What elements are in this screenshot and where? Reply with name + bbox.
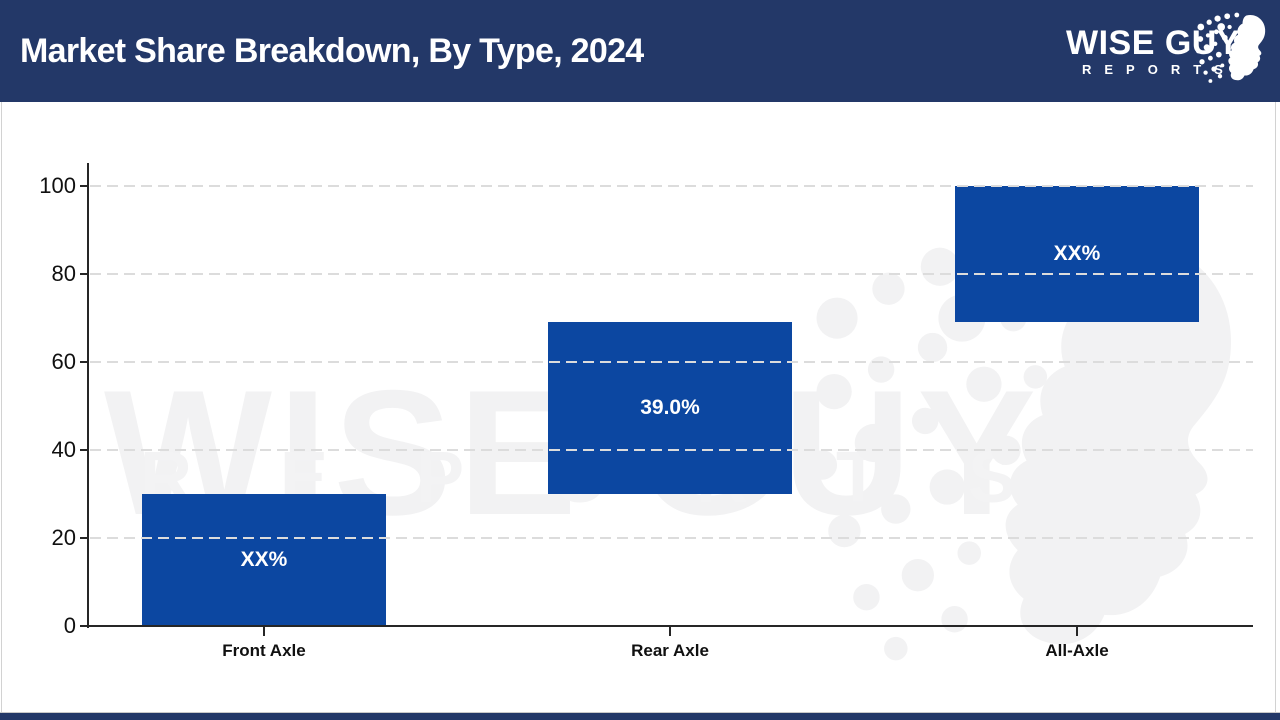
x-label-all-axle: All-Axle <box>1045 641 1109 660</box>
header-bar: Market Share Breakdown, By Type, 2024 WI… <box>0 0 1280 102</box>
logo-face-icon <box>1196 12 1266 83</box>
x-tick-all-axle <box>1076 627 1078 636</box>
x-tick-rear-axle <box>669 627 671 636</box>
card-border-right <box>1275 102 1276 714</box>
bar-front-axle <box>142 494 386 626</box>
y-tick-label-40: 40 <box>51 437 76 462</box>
gridline-20 <box>90 537 1253 539</box>
y-tick-40 <box>80 449 88 451</box>
bar-all-axle <box>955 186 1199 323</box>
bar-label-rear-axle: 39.0% <box>640 396 700 420</box>
gridline-40 <box>90 449 1253 451</box>
y-tick-0 <box>80 625 88 627</box>
y-tick-label-80: 80 <box>51 261 76 286</box>
card-border-left <box>1 102 2 714</box>
y-tick-20 <box>80 537 88 539</box>
gridline-80 <box>90 273 1253 275</box>
x-label-front-axle: Front Axle <box>222 641 306 660</box>
bar-rear-axle <box>548 322 792 494</box>
wise-guy-logo: WISE GUY REPORTS <box>1024 0 1272 102</box>
logo-reports-text: REPORTS <box>1082 62 1236 77</box>
bar-label-front-axle: XX% <box>240 548 288 571</box>
gridline-60 <box>90 361 1253 363</box>
x-label-rear-axle: Rear Axle <box>631 641 709 660</box>
chart-title: Market Share Breakdown, By Type, 2024 <box>20 31 644 70</box>
x-tick-front-axle <box>263 627 265 636</box>
y-tick-label-60: 60 <box>51 349 76 374</box>
footer-bar <box>0 713 1280 720</box>
gridline-100 <box>90 185 1253 187</box>
bar-label-all-axle: XX% <box>1053 242 1101 266</box>
y-axis-line <box>87 163 89 628</box>
y-tick-100 <box>80 185 88 187</box>
y-tick-label-0: 0 <box>63 613 76 638</box>
logo-wiseguy-text: WISE GUY <box>1066 24 1241 62</box>
y-tick-60 <box>80 361 88 363</box>
y-tick-label-20: 20 <box>51 525 76 550</box>
footer-hairline <box>0 712 1280 713</box>
x-axis-line <box>87 625 1253 627</box>
y-tick-label-100: 100 <box>39 173 76 198</box>
y-tick-80 <box>80 273 88 275</box>
